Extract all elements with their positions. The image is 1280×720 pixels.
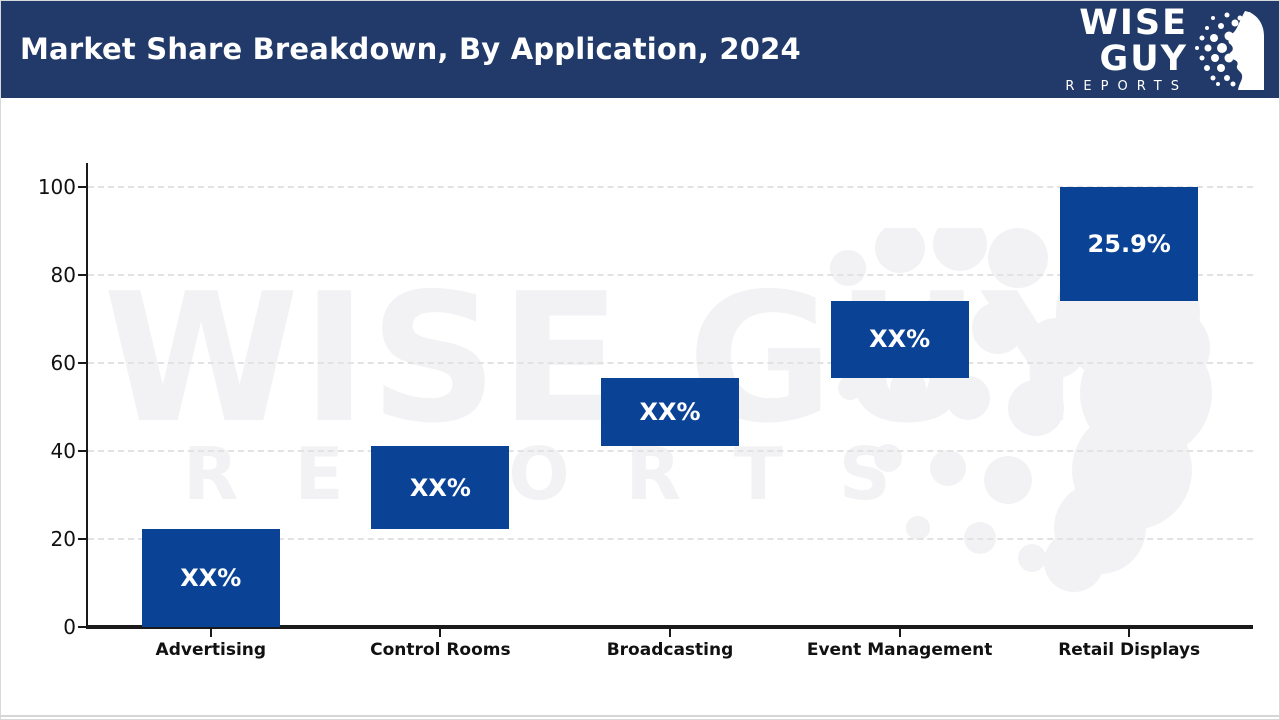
x-category-label: Advertising [155,640,267,660]
y-tick-label-80: 80 [50,263,76,287]
x-category-label: Control Rooms [370,640,511,660]
bar-advertising [141,529,280,627]
gridline-y80 [88,274,1253,276]
y-tick-mark-20 [78,538,87,540]
bar-retail-displays [1060,187,1199,301]
y-axis-line [86,163,88,629]
x-category-label: Event Management [806,640,993,660]
bar-value-label: XX% [180,564,242,593]
gridline-y60 [88,362,1253,364]
logo-reports-label: REPORTS [1065,79,1188,94]
y-tick-mark-40 [78,450,87,452]
y-tick-label-20: 20 [50,527,76,551]
bar-event-management [830,300,969,378]
bottom-border-line [0,715,1280,717]
logo-face-icon [1195,11,1264,90]
x-tick-mark-2 [439,629,442,637]
logo-text: WISE GUY REPORTS [1016,5,1188,95]
y-tick-mark-100 [78,186,87,188]
bar-broadcasting [601,377,739,447]
wise-guy-reports-logo: WISE GUY REPORTS [1016,5,1266,95]
x-tick-mark-4 [898,629,901,637]
x-category-label: Retail Displays [1058,640,1201,660]
y-tick-label-60: 60 [50,351,76,375]
bar-value-label: 25.9% [1087,229,1171,258]
y-tick-label-40: 40 [50,439,76,463]
gridline-y100 [88,186,1253,188]
y-tick-label-0: 0 [63,615,76,639]
x-axis-line [86,625,1253,629]
bar-control-rooms [371,446,510,530]
x-tick-mark-3 [669,629,671,637]
header-bar: Market Share Breakdown, By Application, … [0,0,1280,98]
x-tick-mark-5 [1128,629,1131,637]
gridline-y40 [88,450,1253,452]
bar-value-label: XX% [869,325,931,354]
gridline-y20 [88,538,1253,540]
chart-title: Market Share Breakdown, By Application, … [20,32,801,66]
bar-value-label: XX% [639,398,701,427]
y-tick-mark-60 [78,362,87,364]
x-tick-mark-1 [209,629,212,637]
y-tick-mark-80 [78,274,87,276]
x-category-label: Broadcasting [606,640,734,660]
logo-brand-name: WISE GUY [1079,3,1188,79]
y-tick-label-100: 100 [37,175,76,199]
y-tick-mark-0 [78,626,87,628]
bar-value-label: XX% [409,473,471,502]
